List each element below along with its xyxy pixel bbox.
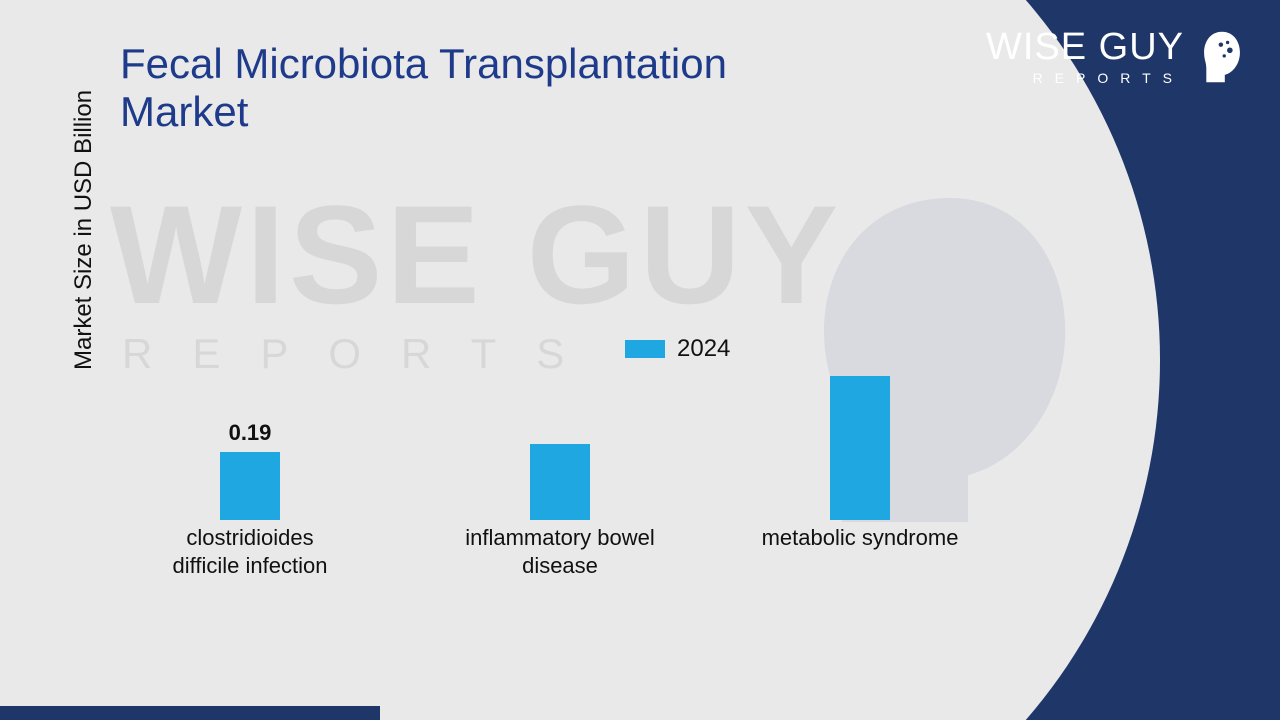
brand-name: WISE GUY bbox=[986, 28, 1184, 66]
bar-0 bbox=[220, 452, 280, 520]
bar-1 bbox=[530, 444, 590, 520]
brand-subname: REPORTS bbox=[986, 70, 1184, 86]
brand-head-icon bbox=[1194, 29, 1250, 85]
bar-chart: 0.19 bbox=[130, 160, 960, 520]
x-label-2: metabolic syndrome bbox=[760, 524, 960, 552]
brand-logo: WISE GUY REPORTS bbox=[986, 28, 1250, 86]
footer-accent-bar bbox=[0, 706, 380, 720]
y-axis-label: Market Size in USD Billion bbox=[70, 90, 98, 370]
chart-title: Fecal Microbiota Transplantation Market bbox=[120, 40, 840, 137]
x-label-0: clostridioides difficile infection bbox=[150, 524, 350, 579]
bar-2 bbox=[830, 376, 890, 520]
x-label-1: inflammatory bowel disease bbox=[460, 524, 660, 579]
page: WISE GUY REPORTS WISE GUY REPORTS Fecal … bbox=[0, 0, 1280, 720]
bar-value-0: 0.19 bbox=[229, 420, 272, 446]
